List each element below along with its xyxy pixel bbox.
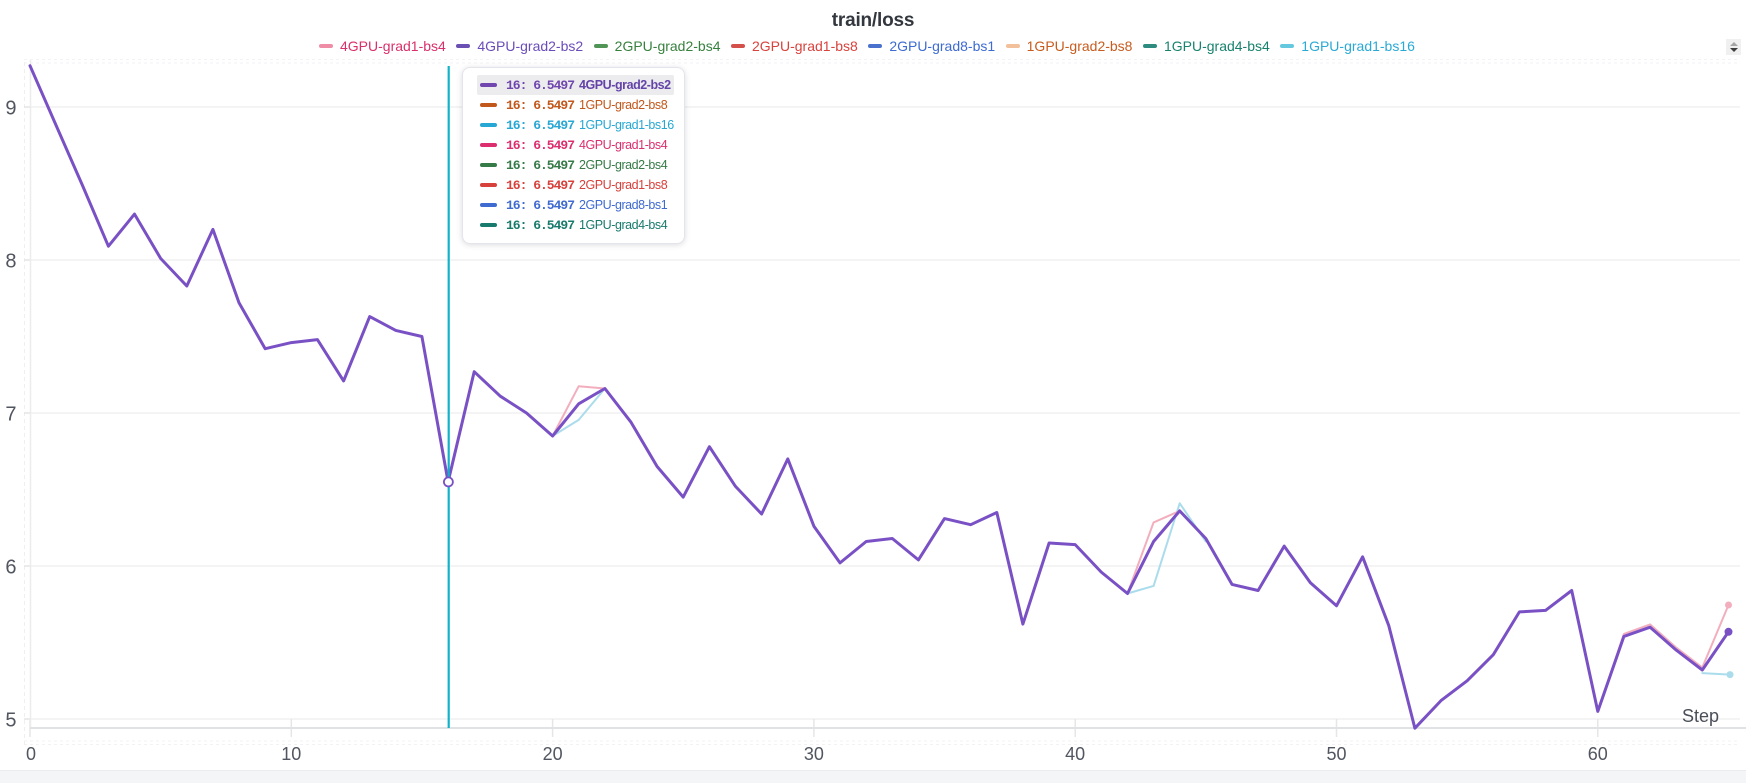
svg-text:8: 8	[5, 251, 16, 273]
svg-text:40: 40	[1065, 744, 1085, 764]
svg-text:30: 30	[804, 744, 824, 764]
svg-text:20: 20	[543, 744, 563, 764]
svg-text:7: 7	[5, 404, 16, 426]
svg-text:60: 60	[1588, 744, 1608, 764]
svg-text:6: 6	[5, 557, 16, 579]
svg-text:50: 50	[1326, 744, 1346, 764]
svg-text:10: 10	[281, 744, 301, 764]
svg-text:5: 5	[5, 710, 16, 732]
svg-text:Step: Step	[1682, 706, 1719, 726]
svg-text:9: 9	[5, 98, 16, 120]
svg-text:0: 0	[26, 744, 36, 764]
